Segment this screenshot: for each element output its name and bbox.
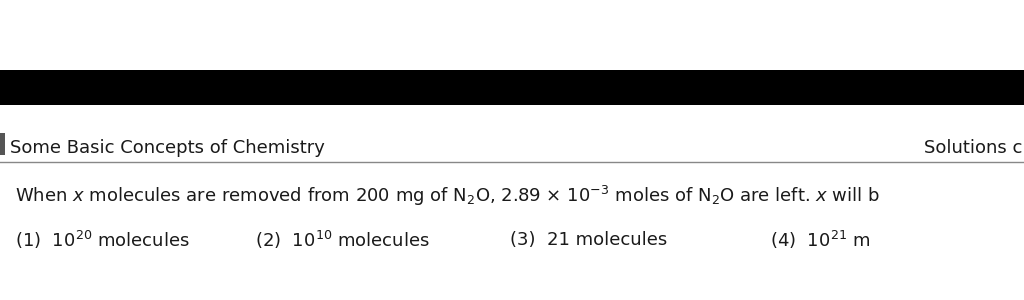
- Bar: [0, 133, 5, 155]
- Text: (4)  10$^{21}$ m: (4) 10$^{21}$ m: [770, 229, 870, 251]
- Bar: [0, 70, 1024, 105]
- Text: When $x$ molecules are removed from 200 mg of N$_2$O, 2.89 $\times$ 10$^{-3}$ mo: When $x$ molecules are removed from 200 …: [15, 184, 880, 208]
- Text: Solutions c: Solutions c: [924, 139, 1022, 157]
- Text: (1)  10$^{20}$ molecules: (1) 10$^{20}$ molecules: [15, 229, 189, 251]
- Text: (3)  21 molecules: (3) 21 molecules: [510, 231, 668, 249]
- Text: (2)  10$^{10}$ molecules: (2) 10$^{10}$ molecules: [255, 229, 430, 251]
- Text: Some Basic Concepts of Chemistry: Some Basic Concepts of Chemistry: [10, 139, 325, 157]
